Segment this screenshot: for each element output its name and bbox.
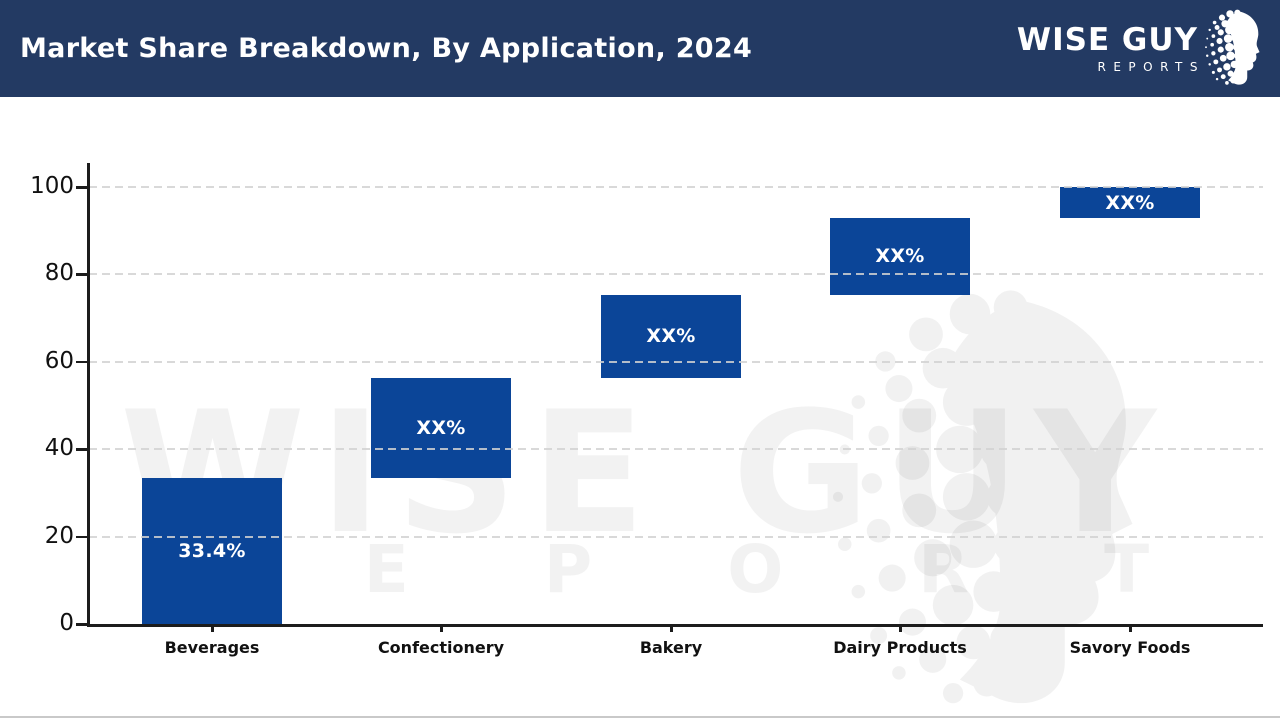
- x-tick-3: [899, 624, 902, 632]
- y-tick-0: [76, 623, 88, 626]
- header-bar: Market Share Breakdown, By Application, …: [0, 0, 1280, 97]
- y-tick-label-80: 80: [44, 260, 74, 287]
- logo-subtitle: REPORTS: [1097, 59, 1205, 74]
- chart-title: Market Share Breakdown, By Application, …: [20, 33, 753, 64]
- bar-value-label: 33.4%: [178, 540, 246, 562]
- y-tick-80: [76, 273, 88, 276]
- wiseguy-head-icon: [1205, 9, 1260, 85]
- waterfall-chart: WISE GUY R E P O R T S 33.4% XX% XX% XX% XX%…: [0, 97, 1280, 720]
- watermark-head-icon: [832, 290, 1133, 704]
- bar-confectionery: XX%: [371, 377, 511, 479]
- gridline-80: [89, 273, 1263, 276]
- x-label-confectionery: Confectionery: [377, 638, 505, 657]
- y-tick-label-100: 100: [30, 173, 74, 199]
- wiseguy-logo-text: WISE GUY REPORTS: [1016, 21, 1198, 73]
- x-label-savory-foods: Savory Foods: [1069, 638, 1191, 657]
- bar-value-label: XX%: [1105, 191, 1155, 214]
- bar-bakery: XX%: [601, 294, 741, 378]
- x-tick-2: [670, 624, 673, 632]
- y-tick-20: [76, 535, 88, 539]
- y-axis-spine: [87, 163, 90, 626]
- watermark-subtitle: R E P O R T S: [178, 531, 1280, 608]
- x-tick-4: [1129, 624, 1132, 632]
- wiseguy-logo: WISE GUY REPORTS: [1017, 9, 1266, 89]
- x-label-beverages: Beverages: [164, 638, 260, 657]
- bar-value-label: XX%: [646, 325, 696, 348]
- footer-divider: [0, 716, 1280, 718]
- gridline-40: [89, 448, 1263, 451]
- bar-value-label: XX%: [875, 245, 925, 268]
- y-tick-40: [76, 448, 88, 451]
- x-tick-1: [440, 624, 443, 632]
- y-tick-label-60: 60: [44, 347, 74, 374]
- bar-beverages: 33.4%: [142, 478, 282, 624]
- y-tick-60: [76, 360, 88, 364]
- y-tick-label-0: 0: [59, 610, 74, 636]
- bar-savory-foods: XX%: [1060, 187, 1200, 219]
- x-label-dairy-products: Dairy Products: [833, 638, 967, 657]
- logo-wordmark: WISE GUY: [1016, 21, 1198, 58]
- y-tick-label-20: 20: [44, 522, 74, 549]
- x-axis-spine: [87, 624, 1263, 627]
- y-tick-100: [76, 186, 88, 189]
- bar-value-label: XX%: [416, 417, 466, 439]
- y-tick-label-40: 40: [44, 435, 74, 462]
- x-tick-0: [211, 624, 214, 632]
- x-label-bakery: Bakery: [639, 638, 703, 657]
- bar-dairy-products: XX%: [830, 218, 970, 295]
